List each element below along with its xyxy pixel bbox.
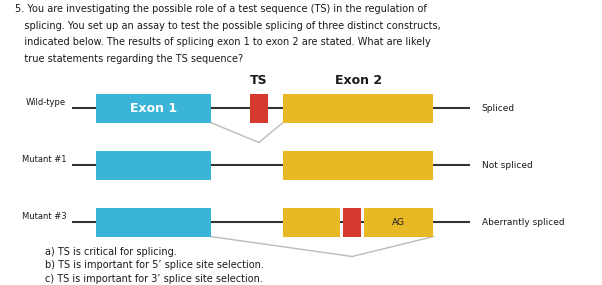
Text: a) TS is critical for splicing.: a) TS is critical for splicing. [45,247,177,256]
Bar [283,151,433,180]
Text: Exon 1: Exon 1 [130,102,177,115]
Text: Not spliced: Not spliced [482,161,532,170]
Text: Mutant #3: Mutant #3 [22,212,66,221]
Bar [343,208,361,237]
Text: b) TS is important for 5’ splice site selection.: b) TS is important for 5’ splice site se… [45,260,264,270]
Bar [283,208,340,237]
Text: 5. You are investigating the possible role of a test sequence (TS) in the regula: 5. You are investigating the possible ro… [15,4,427,14]
Text: Exon 2: Exon 2 [335,74,382,87]
Text: Wild-type: Wild-type [26,98,66,107]
Bar [96,94,211,123]
Text: splicing. You set up an assay to test the possible splicing of three distinct co: splicing. You set up an assay to test th… [15,21,441,31]
Text: true statements regarding the TS sequence?: true statements regarding the TS sequenc… [15,54,243,64]
Bar [283,94,433,123]
Text: c) TS is important for 3’ splice site selection.: c) TS is important for 3’ splice site se… [45,274,263,284]
Text: Mutant #1: Mutant #1 [22,155,66,164]
Bar [250,94,268,123]
Bar [96,208,211,237]
Bar [364,208,433,237]
Text: Spliced: Spliced [482,104,515,113]
Text: AG: AG [393,218,405,227]
Bar [96,151,211,180]
Text: indicated below. The results of splicing exon 1 to exon 2 are stated. What are l: indicated below. The results of splicing… [15,37,431,47]
Text: Aberrantly spliced: Aberrantly spliced [482,218,564,227]
Text: TS: TS [250,74,268,87]
